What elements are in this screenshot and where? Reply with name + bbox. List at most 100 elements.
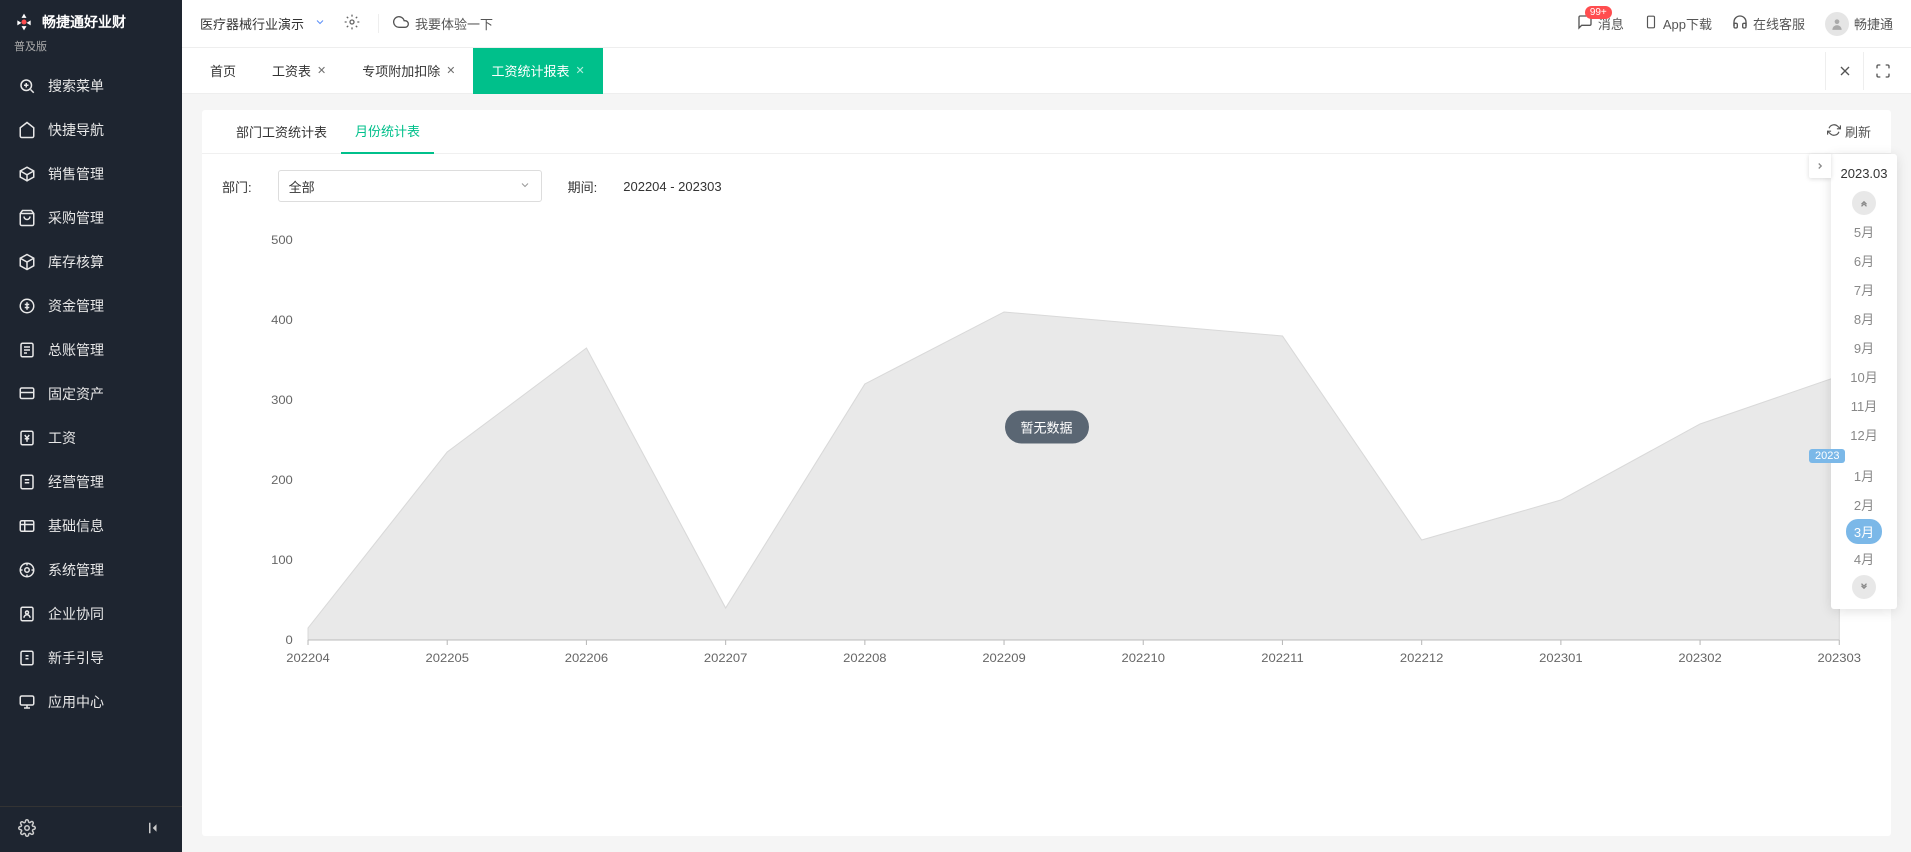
sys-icon [18, 561, 36, 579]
svg-text:202209: 202209 [982, 651, 1025, 664]
sidebar-item-sys[interactable]: 系统管理 [0, 548, 182, 592]
month-item[interactable]: 1月 [1854, 461, 1874, 490]
collapse-sidebar-icon[interactable] [146, 819, 164, 840]
close-icon[interactable]: ✕ [446, 64, 455, 77]
coin-icon [18, 297, 36, 315]
svg-text:202208: 202208 [843, 651, 886, 664]
sidebar-item-label: 经营管理 [48, 472, 104, 492]
period-filter-label: 期间: [568, 177, 598, 196]
try-experience-button[interactable]: 我要体验一下 [378, 14, 493, 33]
brand-version: 普及版 [0, 38, 182, 64]
month-picker-collapse-handle[interactable] [1809, 154, 1831, 178]
messages-button[interactable]: 99+ 消息 [1577, 14, 1624, 33]
svg-text:202206: 202206 [565, 651, 608, 664]
bag-icon [18, 209, 36, 227]
project-selector[interactable]: 医疗器械行业演示 [200, 14, 326, 33]
sidebar-item-home[interactable]: 快捷导航 [0, 108, 182, 152]
sidebar-item-bag[interactable]: 采购管理 [0, 196, 182, 240]
sidebar-item-collab[interactable]: 企业协同 [0, 592, 182, 636]
dept-select[interactable]: 全部 [278, 170, 542, 202]
svg-text:0: 0 [286, 633, 293, 646]
tab[interactable]: 专项附加扣除✕ [344, 48, 473, 94]
sidebar-item-biz[interactable]: 经营管理 [0, 460, 182, 504]
sub-tab[interactable]: 部门工资统计表 [222, 110, 341, 154]
sub-tab[interactable]: 月份统计表 [341, 110, 434, 154]
svg-text:202205: 202205 [426, 651, 469, 664]
svg-text:202210: 202210 [1122, 651, 1165, 664]
svg-text:202302: 202302 [1678, 651, 1721, 664]
sidebar-item-label: 采购管理 [48, 208, 104, 228]
refresh-icon [1827, 123, 1841, 140]
sidebar-item-asset[interactable]: 固定资产 [0, 372, 182, 416]
app-download-button[interactable]: App下载 [1644, 14, 1712, 33]
sidebar: 畅捷通好业财 普及版 搜索菜单快捷导航销售管理采购管理库存核算资金管理总账管理固… [0, 0, 182, 852]
sidebar-item-label: 库存核算 [48, 252, 104, 272]
sidebar-item-label: 基础信息 [48, 516, 104, 536]
month-item[interactable]: 11月 [1851, 391, 1878, 420]
month-item[interactable]: 8月 [1854, 304, 1874, 333]
close-icon[interactable]: ✕ [576, 64, 585, 77]
headset-icon [1732, 14, 1748, 33]
sidebar-item-ledger[interactable]: 总账管理 [0, 328, 182, 372]
period-value: 202204 - 202303 [623, 179, 721, 194]
svg-text:500: 500 [271, 233, 293, 246]
info-icon [18, 517, 36, 535]
user-menu[interactable]: 畅捷通 [1825, 12, 1893, 36]
brand-logo-icon [14, 12, 34, 32]
month-picker: 2023.03 5月6月7月8月9月10月11月12月20231月2月3月4月 [1831, 154, 1897, 609]
month-item[interactable]: 7月 [1854, 275, 1874, 304]
brand-name: 畅捷通好业财 [42, 12, 126, 32]
month-item[interactable]: 5月 [1854, 217, 1874, 246]
month-item[interactable]: 2月 [1854, 490, 1874, 519]
svg-text:200: 200 [271, 473, 293, 486]
collab-icon [18, 605, 36, 623]
month-item[interactable]: 10月 [1850, 362, 1877, 391]
sidebar-item-apps[interactable]: 应用中心 [0, 680, 182, 724]
sidebar-item-guide[interactable]: 新手引导 [0, 636, 182, 680]
month-scroll-down-button[interactable] [1852, 575, 1876, 599]
month-item[interactable]: 12月 [1850, 420, 1877, 449]
project-settings-icon[interactable] [344, 14, 360, 33]
customer-service-button[interactable]: 在线客服 [1732, 14, 1805, 33]
tab[interactable]: 工资统计报表✕ [473, 48, 602, 94]
refresh-button[interactable]: 刷新 [1827, 122, 1871, 141]
sidebar-item-label: 快捷导航 [48, 120, 104, 140]
svg-text:100: 100 [271, 553, 293, 566]
svg-text:202204: 202204 [286, 651, 329, 664]
report-panel: 部门工资统计表月份统计表 刷新 部门: 全部 期间: 202204 - 2023… [202, 110, 1891, 836]
close-icon[interactable]: ✕ [317, 64, 326, 77]
home-icon [18, 121, 36, 139]
fullscreen-button[interactable] [1863, 52, 1901, 90]
sidebar-item-wage[interactable]: 工资 [0, 416, 182, 460]
filter-row: 部门: 全部 期间: 202204 - 202303 [202, 154, 1891, 208]
dept-filter-label: 部门: [222, 177, 252, 196]
sidebar-item-cube[interactable]: 销售管理 [0, 152, 182, 196]
sidebar-item-label: 总账管理 [48, 340, 104, 360]
sidebar-item-label: 搜索菜单 [48, 76, 104, 96]
avatar-icon [1825, 12, 1849, 36]
search-icon [18, 77, 36, 95]
ledger-icon [18, 341, 36, 359]
sidebar-item-coin[interactable]: 资金管理 [0, 284, 182, 328]
month-scroll-up-button[interactable] [1852, 191, 1876, 215]
settings-icon[interactable] [18, 819, 36, 840]
month-item[interactable]: 4月 [1854, 544, 1874, 573]
year-chip: 2023 [1809, 449, 1845, 463]
sidebar-item-label: 资金管理 [48, 296, 104, 316]
sidebar-item-box[interactable]: 库存核算 [0, 240, 182, 284]
tab[interactable]: 工资表✕ [254, 48, 344, 94]
tab[interactable]: 首页 [192, 48, 254, 94]
month-item[interactable]: 6月 [1854, 246, 1874, 275]
cloud-icon [393, 14, 409, 33]
tabs-bar: 首页工资表✕专项附加扣除✕工资统计报表✕ [182, 48, 1911, 94]
month-picker-title: 2023.03 [1841, 162, 1888, 189]
asset-icon [18, 385, 36, 403]
sidebar-item-search[interactable]: 搜索菜单 [0, 64, 182, 108]
close-all-tabs-button[interactable] [1825, 52, 1863, 90]
month-item[interactable]: 3月 [1846, 519, 1882, 544]
month-item[interactable]: 9月 [1854, 333, 1874, 362]
sidebar-item-label: 应用中心 [48, 692, 104, 712]
svg-text:202301: 202301 [1539, 651, 1582, 664]
chevron-down-icon [314, 16, 326, 31]
sidebar-item-info[interactable]: 基础信息 [0, 504, 182, 548]
